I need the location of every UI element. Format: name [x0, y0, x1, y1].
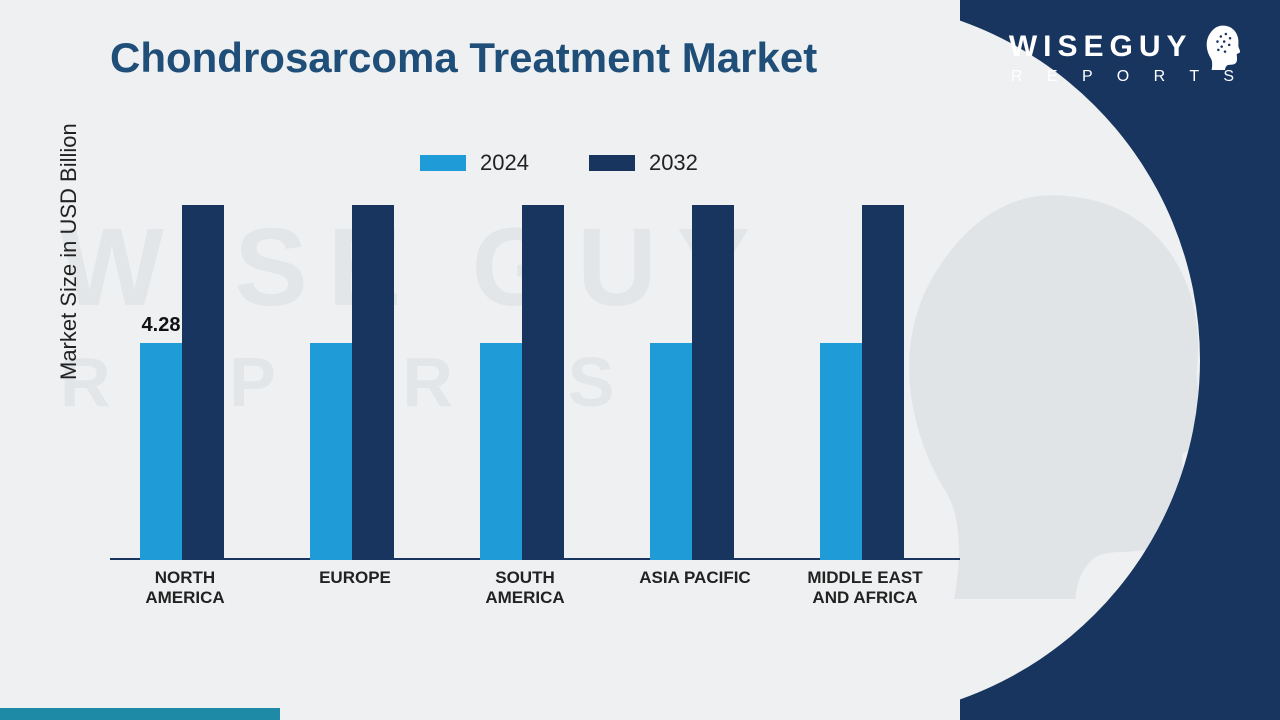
bar-2032	[692, 205, 734, 560]
legend-swatch-2024	[420, 155, 466, 171]
bar-2024	[820, 343, 862, 560]
bar-chart: NORTH AMERICAEUROPESOUTH AMERICAASIA PAC…	[110, 180, 960, 560]
page-title: Chondrosarcoma Treatment Market	[110, 34, 817, 82]
bar-value-label: 4.28	[142, 314, 181, 337]
x-axis-label: ASIA PACIFIC	[625, 568, 765, 588]
bottom-accent-bar	[0, 708, 280, 720]
x-axis-label: SOUTH AMERICA	[455, 568, 595, 609]
legend-label-2032: 2032	[649, 150, 698, 176]
bar-2032	[182, 205, 224, 560]
legend-item-2024: 2024	[420, 150, 529, 176]
page: WISE GUY REPORTS Chondrosarcoma Treatmen…	[0, 0, 1280, 720]
legend-label-2024: 2024	[480, 150, 529, 176]
logo-text-line1: WISEGUY	[1009, 30, 1193, 64]
bar-2032	[352, 205, 394, 560]
bar-2024	[480, 343, 522, 560]
logo-text-line2: R E P O R T S	[1009, 68, 1244, 86]
logo-head-icon	[1197, 24, 1243, 70]
x-axis-label: NORTH AMERICA	[115, 568, 255, 609]
legend-item-2032: 2032	[589, 150, 698, 176]
bar-2032	[862, 205, 904, 560]
bar-2024	[140, 343, 182, 560]
bar-2024	[310, 343, 352, 560]
x-axis-label: EUROPE	[285, 568, 425, 588]
legend-swatch-2032	[589, 155, 635, 171]
bar-2032	[522, 205, 564, 560]
bar-2024	[650, 343, 692, 560]
brand-logo: WISEGUY R E P O R T S	[1009, 24, 1244, 86]
legend: 2024 2032	[420, 150, 698, 176]
x-axis-label: MIDDLE EAST AND AFRICA	[795, 568, 935, 609]
y-axis-label: Market Size in USD Billion	[56, 123, 82, 380]
